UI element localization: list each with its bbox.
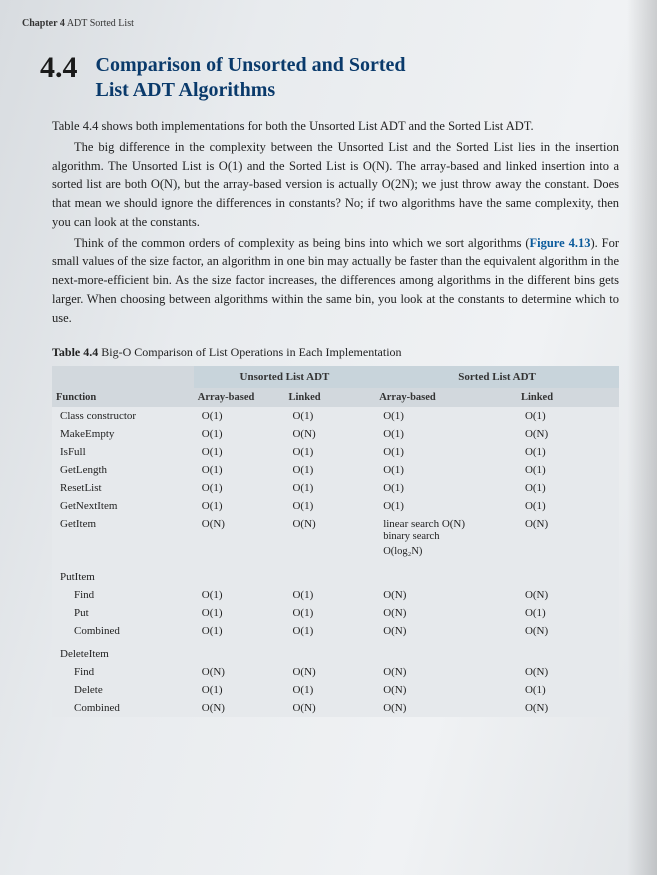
chapter-title: ADT Sorted List xyxy=(67,18,134,29)
table-section-row: PutItem xyxy=(52,563,619,586)
col-head-linked-2: Linked xyxy=(517,388,619,407)
section-title: Comparison of Unsorted and Sorted List A… xyxy=(96,53,406,103)
chapter-label: Chapter 4 xyxy=(22,18,65,29)
table-row: FindO(1)O(1)O(N)O(N) xyxy=(52,586,619,604)
figure-reference: Figure 4.13 xyxy=(530,236,591,250)
paragraph-3: Think of the common orders of complexity… xyxy=(52,234,619,328)
table-group-header-row: Unsorted List ADT Sorted List ADT xyxy=(52,366,619,388)
group-header-sorted: Sorted List ADT xyxy=(375,366,619,388)
table-row: ResetListO(1)O(1)O(1)O(1) xyxy=(52,479,619,497)
table-row: CombinedO(N)O(N)O(N)O(N) xyxy=(52,699,619,717)
table-section-row: DeleteItem xyxy=(52,640,619,663)
table-header-row: Function Array-based Linked Array-based … xyxy=(52,388,619,407)
paragraph-1: Table 4.4 shows both implementations for… xyxy=(52,117,619,136)
table-caption: Table 4.4 Big-O Comparison of List Opera… xyxy=(52,345,629,360)
page-shadow xyxy=(627,0,657,875)
table-row: FindO(N)O(N)O(N)O(N) xyxy=(52,663,619,681)
table-row: PutO(1)O(1)O(N)O(1) xyxy=(52,604,619,622)
col-head-arraybased-2: Array-based xyxy=(375,388,517,407)
table-row: GetItem O(N) O(N) linear search O(N) bin… xyxy=(52,515,619,562)
table-row: DeleteO(1)O(1)O(N)O(1) xyxy=(52,681,619,699)
col-head-arraybased-1: Array-based xyxy=(194,388,285,407)
table-row: GetLengthO(1)O(1)O(1)O(1) xyxy=(52,461,619,479)
table-row: Class constructorO(1)O(1)O(1)O(1) xyxy=(52,407,619,425)
table-row: MakeEmptyO(1)O(N)O(1)O(N) xyxy=(52,425,619,443)
body-text: Table 4.4 shows both implementations for… xyxy=(52,117,619,327)
chapter-header: Chapter 4 ADT Sorted List xyxy=(22,18,629,29)
section-heading: 4.4 Comparison of Unsorted and Sorted Li… xyxy=(22,51,629,103)
empty-header xyxy=(52,366,194,388)
table-row: GetNextItemO(1)O(1)O(1)O(1) xyxy=(52,497,619,515)
comparison-table: Unsorted List ADT Sorted List ADT Functi… xyxy=(52,366,619,716)
section-number: 4.4 xyxy=(40,51,78,85)
col-head-function: Function xyxy=(52,388,194,407)
paragraph-2: The big difference in the complexity bet… xyxy=(52,138,619,232)
table-row: IsFullO(1)O(1)O(1)O(1) xyxy=(52,443,619,461)
group-header-unsorted: Unsorted List ADT xyxy=(194,366,375,388)
table-row: CombinedO(1)O(1)O(N)O(N) xyxy=(52,622,619,640)
col-head-linked-1: Linked xyxy=(284,388,375,407)
